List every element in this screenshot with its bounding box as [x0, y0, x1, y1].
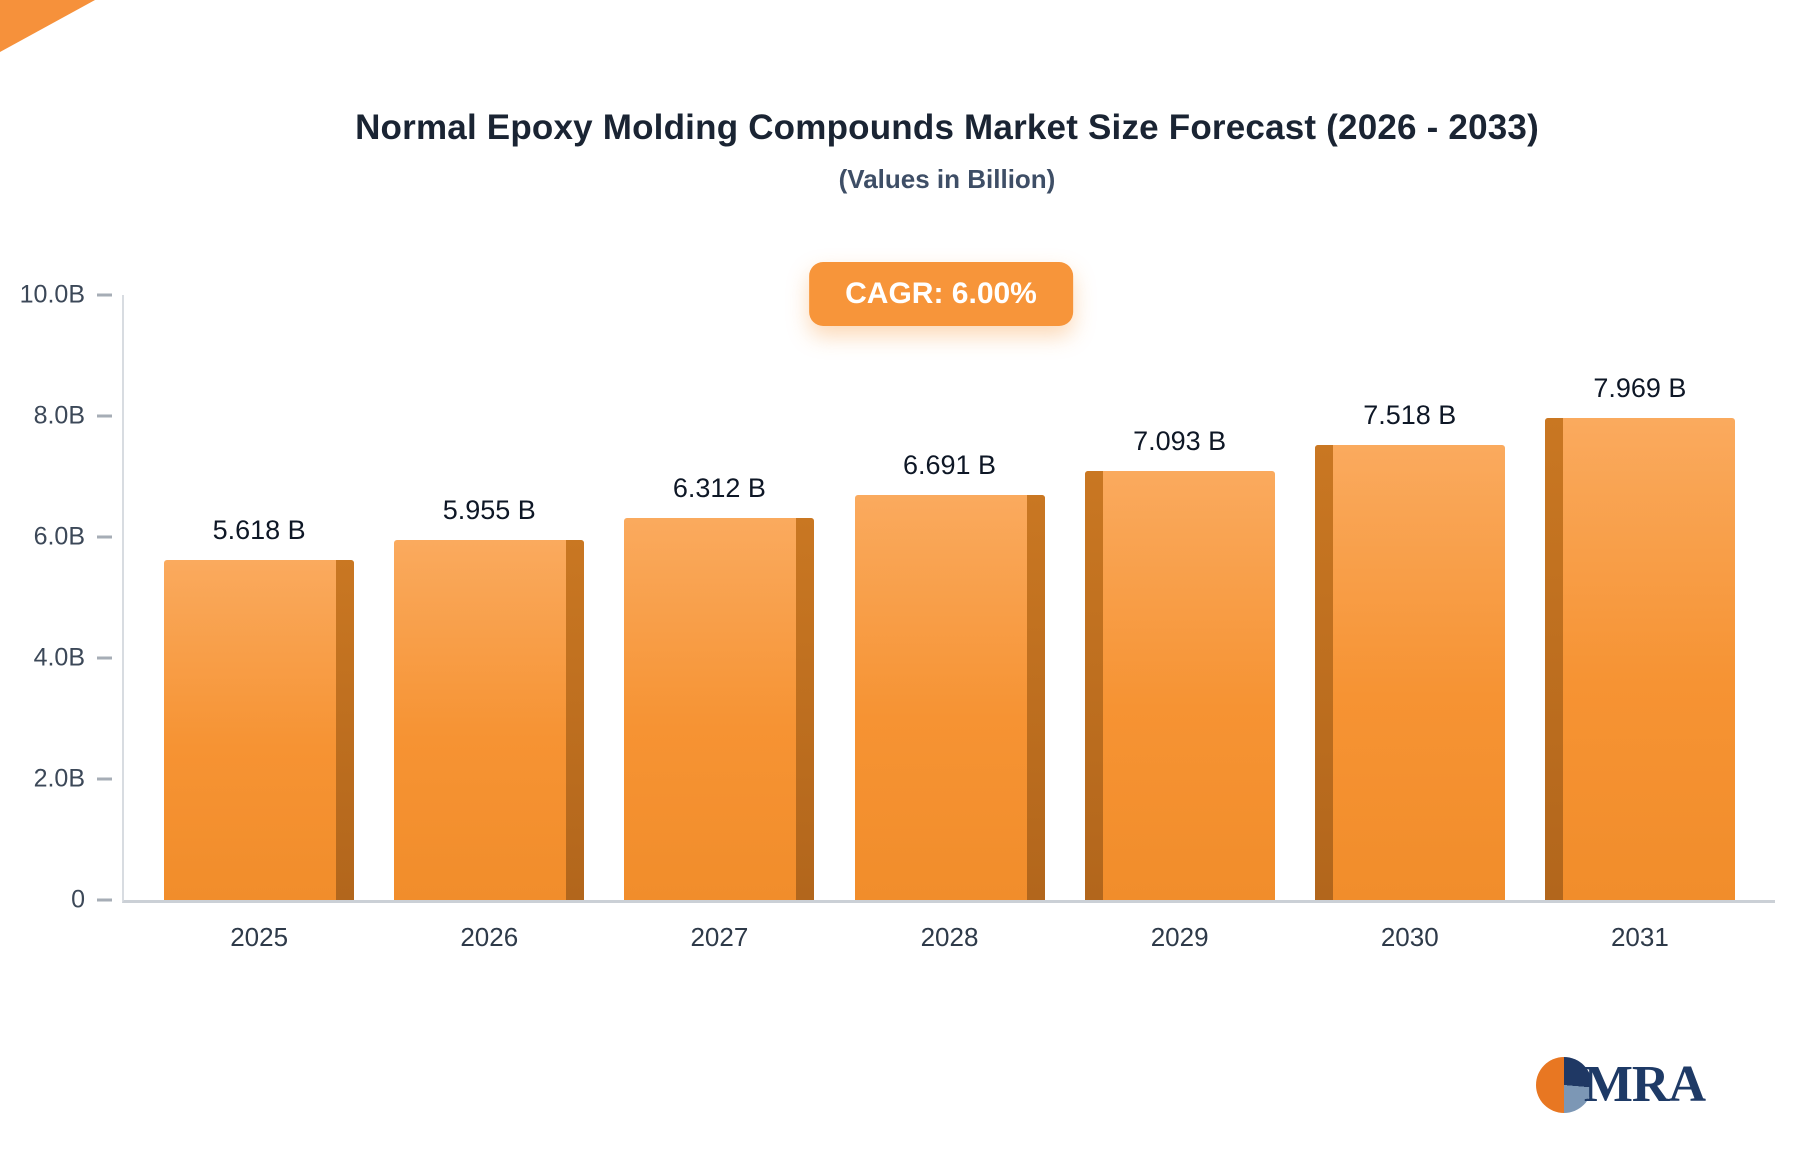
x-axis-label: 2026 [460, 922, 519, 952]
y-axis-labels: 10.0B 8.0B 6.0B 4.0B 2.0B 0 [0, 281, 112, 914]
chart-header: Normal Epoxy Molding Compounds Market Si… [355, 108, 1539, 195]
bar-group: 5.618 B 2025 [164, 295, 355, 952]
y-tick-mark [97, 293, 112, 297]
x-axis-label: 2025 [230, 922, 289, 952]
bar-value-label: 6.691 B [902, 450, 997, 481]
y-tick-label: 6.0B [33, 522, 85, 551]
bar-2028: 6.691 B [854, 450, 1045, 900]
bar-2025: 5.618 B [164, 515, 355, 900]
x-axis-label: 2027 [690, 922, 749, 952]
bar-group: 6.691 B 2028 [854, 295, 1045, 952]
bar-value-label: 5.618 B [212, 515, 306, 546]
plot-area: 5.618 B 2025 5.955 B 2026 6.312 B 2027 6.691 B… [122, 295, 1775, 952]
x-axis-label: 2031 [1610, 922, 1669, 952]
bar-group: 5.955 B 2026 [394, 295, 585, 952]
bar-2031: 7.969 B [1544, 373, 1735, 901]
bar-2027: 6.312 B [624, 473, 815, 900]
x-axis-label: 2028 [920, 922, 979, 952]
bar-group: 6.312 B 2027 [624, 295, 815, 952]
bar-2030: 7.518 B [1314, 400, 1505, 900]
corner-accent-shape [0, 0, 95, 52]
x-axis-label: 2029 [1150, 922, 1209, 952]
brand-logo-pie-icon [1535, 1056, 1592, 1113]
chart-subtitle: (Values in Billion) [838, 164, 1056, 194]
bar-value-label: 7.969 B [1593, 372, 1687, 403]
y-tick-mark [97, 535, 112, 539]
y-tick-label: 8.0B [33, 401, 85, 430]
brand-logo: MRA [1535, 1055, 1706, 1114]
bar-group: 7.093 B 2029 [1084, 295, 1275, 952]
y-tick-mark [97, 898, 112, 902]
bar-value-label: 7.518 B [1363, 400, 1457, 431]
bar-value-label: 6.312 B [672, 473, 766, 504]
y-tick: 6.0B [34, 523, 112, 552]
bar-2026: 5.955 B [394, 495, 585, 901]
y-tick: 4.0B [34, 644, 112, 673]
y-tick-label: 0 [71, 885, 85, 914]
bar-group: 7.518 B 2030 [1314, 295, 1505, 952]
bars-area: 5.618 B 2025 5.955 B 2026 6.312 B 2027 6.691 B… [124, 295, 1775, 952]
y-tick-label: 10.0B [19, 280, 85, 309]
brand-logo-text: MRA [1583, 1056, 1706, 1113]
y-tick-mark [97, 777, 112, 781]
x-axis-label: 2030 [1380, 922, 1439, 952]
chart-title: Normal Epoxy Molding Compounds Market Si… [355, 108, 1539, 147]
bar-value-label: 7.093 B [1133, 425, 1227, 456]
bar-group: 7.969 B 2031 [1544, 295, 1735, 952]
y-tick: 8.0B [34, 402, 112, 431]
y-tick-label: 2.0B [33, 764, 85, 793]
bar-2029: 7.093 B [1084, 426, 1275, 901]
cagr-badge: CAGR: 6.00% [809, 262, 1073, 326]
y-tick: 10.0B [20, 281, 112, 310]
bar-value-label: 5.955 B [442, 494, 536, 525]
y-tick-label: 4.0B [33, 643, 85, 672]
y-tick: 0 [71, 886, 112, 915]
y-tick-mark [97, 414, 112, 418]
y-tick: 2.0B [34, 765, 112, 794]
y-tick-mark [97, 656, 112, 660]
